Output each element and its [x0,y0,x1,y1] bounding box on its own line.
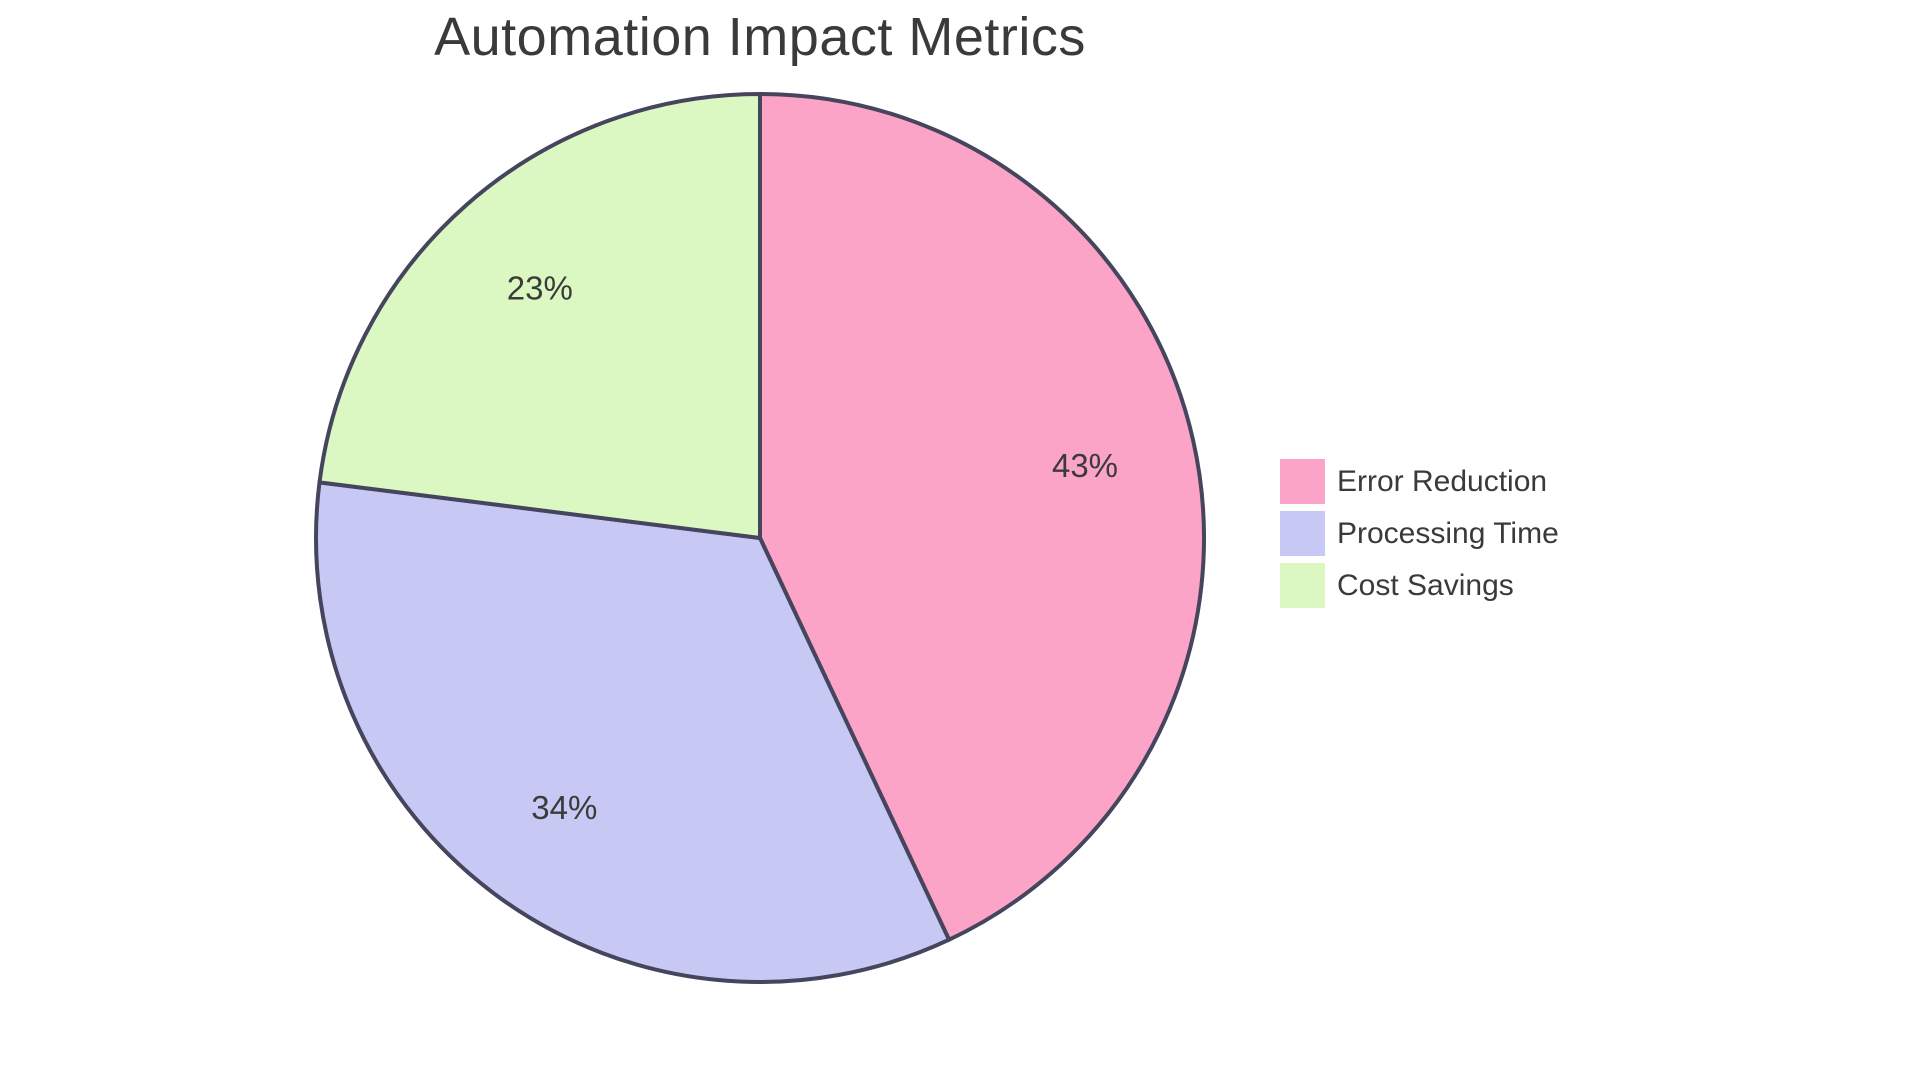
pie-slice-percent-label: 43% [1052,447,1118,484]
pie-slice-cost-savings [317,92,762,540]
legend-swatch-icon [1280,511,1325,556]
legend-swatch-icon [1280,459,1325,504]
pie-slice-processing-time [314,480,952,984]
legend-label: Processing Time [1337,516,1559,550]
pie-slice-percent-label: 23% [507,270,573,307]
legend-item-error-reduction: Error Reduction [1280,459,1559,504]
chart-legend: Error Reduction Processing Time Cost Sav… [1280,459,1559,608]
pie-label-group: 43% 34% 23% [507,270,1118,826]
pie-slice-error-reduction [758,92,1206,942]
legend-label: Error Reduction [1337,464,1548,498]
pie-slice-percent-label: 34% [531,789,597,826]
legend-swatch-icon [1280,563,1325,608]
legend-item-processing-time: Processing Time [1280,511,1559,556]
chart-title: Automation Impact Metrics [434,7,1086,67]
pie-slice-group [314,92,1206,984]
legend-item-cost-savings: Cost Savings [1280,563,1559,608]
legend-label: Cost Savings [1337,568,1514,602]
